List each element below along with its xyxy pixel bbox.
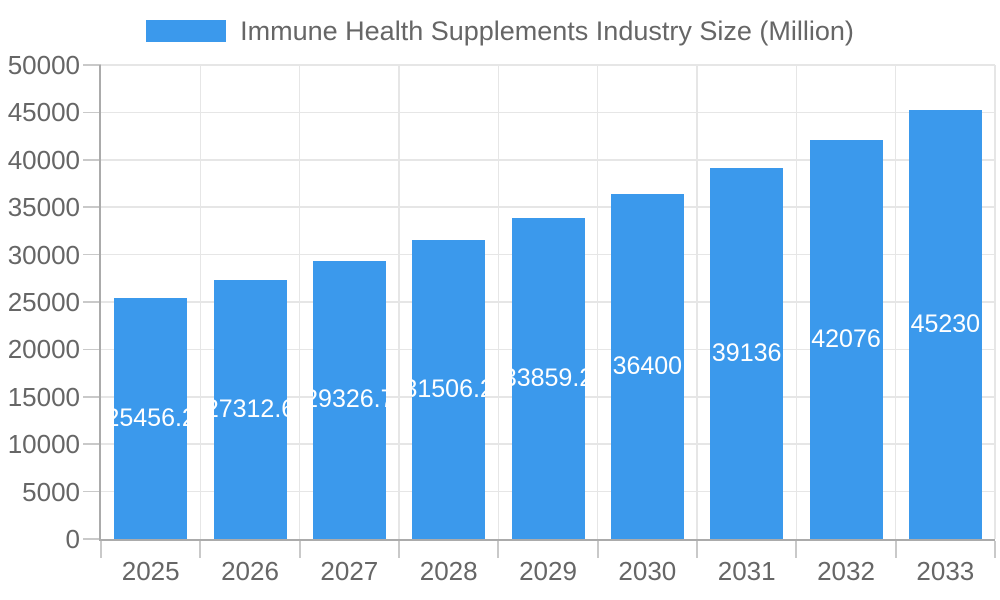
bar-value-label: 39136 — [711, 338, 782, 367]
y-axis-label: 5000 — [22, 476, 80, 507]
vertical-gridline — [298, 65, 301, 539]
bar-value-label: 27312.6 — [214, 395, 287, 424]
bar[interactable]: 42076 — [809, 140, 883, 539]
y-axis-tick — [83, 253, 101, 256]
vertical-gridline — [199, 65, 202, 539]
y-axis-label: 45000 — [7, 97, 80, 128]
y-axis-label: 25000 — [7, 287, 80, 317]
y-axis-label: 40000 — [7, 144, 80, 175]
y-axis-line — [99, 65, 101, 541]
vertical-gridline — [596, 65, 599, 539]
x-axis-label: 2031 — [717, 556, 776, 586]
x-axis-tick — [795, 541, 798, 558]
x-axis-label: 2029 — [519, 556, 577, 586]
bar-value-label: 29326.7 — [313, 385, 386, 414]
x-axis-tick — [696, 541, 698, 558]
y-axis-label: 20000 — [7, 334, 80, 365]
bar-value-label: 42076 — [811, 325, 881, 354]
y-axis-label: 30000 — [7, 239, 80, 270]
x-axis-tick — [398, 541, 400, 558]
y-axis-label: 15000 — [7, 381, 80, 412]
x-axis-tick — [100, 541, 102, 558]
x-axis-label: 2033 — [916, 556, 975, 586]
y-axis-tick — [83, 348, 101, 351]
bar[interactable]: 29326.7 — [312, 260, 386, 539]
x-axis-label: 2028 — [419, 556, 478, 586]
vertical-gridline — [398, 65, 400, 539]
y-axis-label: 35000 — [7, 192, 80, 223]
x-axis-label: 2025 — [121, 556, 180, 586]
x-axis-tick — [298, 541, 301, 558]
bar[interactable]: 31506.2 — [412, 240, 486, 539]
bar-value-label: 33859.2 — [512, 363, 585, 392]
x-axis-label: 2027 — [320, 556, 379, 586]
bar[interactable]: 36400 — [610, 193, 684, 539]
bar-value-label: 36400 — [612, 351, 683, 380]
x-axis-label: 2032 — [817, 556, 875, 586]
horizontal-gridline — [101, 206, 995, 208]
bar[interactable]: 25456.2 — [114, 297, 188, 539]
x-axis-line — [101, 539, 995, 541]
y-axis-label: 50000 — [7, 50, 80, 80]
bar[interactable]: 39136 — [710, 167, 784, 539]
vertical-gridline — [497, 65, 500, 539]
vertical-gridline — [696, 65, 698, 539]
y-axis-label: 0 — [65, 524, 80, 554]
bar-value-label: 31506.2 — [412, 375, 485, 404]
y-axis-tick — [83, 206, 101, 208]
horizontal-gridline — [101, 111, 995, 114]
chart-legend[interactable]: Immune Health Supplements Industry Size … — [0, 16, 1000, 46]
y-axis-tick — [83, 396, 101, 398]
horizontal-gridline — [101, 64, 995, 66]
bar[interactable]: 45230 — [908, 110, 982, 539]
y-axis-tick — [83, 490, 101, 493]
y-axis-tick — [83, 301, 101, 303]
y-axis-tick — [83, 111, 101, 114]
bar[interactable]: 27312.6 — [213, 280, 287, 539]
bar-value-label: 25456.2 — [114, 403, 187, 432]
y-axis-tick — [83, 64, 101, 66]
x-axis-tick — [199, 541, 202, 558]
vertical-gridline — [795, 65, 798, 539]
x-axis-tick — [994, 541, 996, 558]
y-axis-tick — [83, 538, 101, 540]
bar-value-label: 45230 — [910, 310, 981, 339]
bar[interactable]: 33859.2 — [511, 218, 585, 539]
vertical-gridline — [894, 65, 897, 539]
y-axis-label: 10000 — [7, 429, 80, 460]
vertical-gridline — [994, 65, 996, 539]
y-axis-tick — [83, 443, 101, 445]
x-axis-label: 2026 — [221, 556, 279, 586]
legend-swatch — [146, 20, 227, 42]
x-axis-tick — [894, 541, 897, 558]
x-axis-tick — [497, 541, 500, 558]
horizontal-gridline — [101, 159, 995, 161]
x-axis-label: 2030 — [618, 556, 677, 586]
x-axis-tick — [596, 541, 599, 558]
y-axis-tick — [83, 159, 101, 161]
legend-label: Immune Health Supplements Industry Size … — [240, 15, 854, 46]
